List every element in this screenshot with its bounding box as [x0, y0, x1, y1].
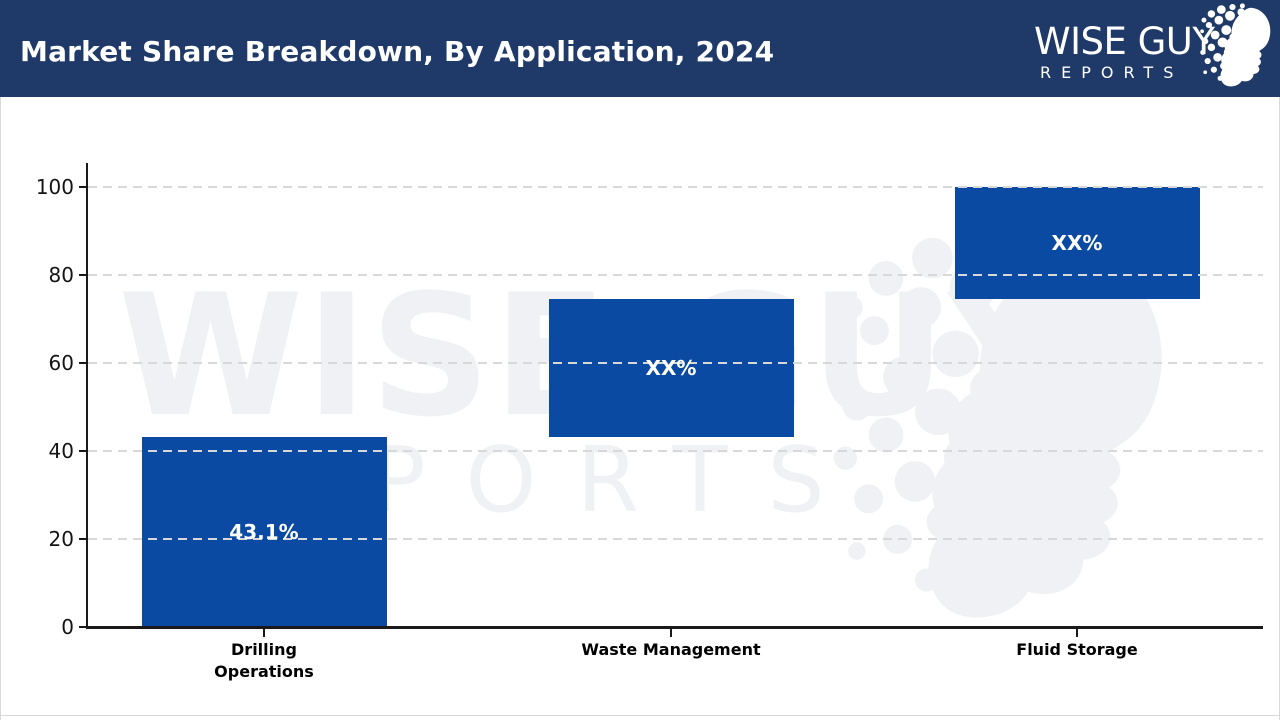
y-axis-tick [79, 186, 88, 188]
bar-1 [548, 298, 794, 438]
bar-0 [141, 437, 387, 627]
chart-title: Market Share Breakdown, By Application, … [20, 35, 775, 68]
gridline-100 [88, 186, 1263, 188]
category-label: Drilling Operations [214, 640, 314, 681]
x-axis-tick [670, 628, 672, 637]
x-axis-tick [1076, 628, 1078, 637]
y-axis-tick-label: 100 [35, 175, 74, 199]
category-label: Fluid Storage [1016, 640, 1138, 659]
gridline-20 [88, 538, 1263, 540]
y-axis-line [86, 163, 88, 629]
gridline-40 [88, 450, 1263, 452]
y-axis-tick [79, 362, 88, 364]
bar-value-label: 43.1% [229, 520, 299, 545]
y-axis-tick-label: 80 [48, 263, 74, 287]
bar-value-label: XX% [645, 356, 697, 381]
logo-wordmark-text: WISE GUY [1034, 20, 1215, 63]
header-banner: Market Share Breakdown, By Application, … [0, 0, 1280, 97]
gridline-60 [88, 362, 1263, 364]
x-axis-line [86, 626, 1263, 629]
y-axis-tick [79, 538, 88, 540]
y-axis-tick [79, 626, 88, 628]
y-axis-tick-label: 60 [48, 351, 74, 375]
y-axis-tick-label: 0 [61, 615, 74, 639]
gridline-80 [88, 274, 1263, 276]
logo-subtext-text: REPORTS [1040, 63, 1183, 82]
bar-value-label: XX% [1051, 231, 1103, 256]
y-axis-tick [79, 450, 88, 452]
y-axis-tick [79, 274, 88, 276]
x-axis-tick [263, 628, 265, 637]
y-axis-tick-label: 20 [48, 527, 74, 551]
bar-2 [954, 187, 1200, 300]
wise-guy-reports-logo: WISE GUY REPORTS [1034, 3, 1271, 87]
y-axis-tick-label: 40 [48, 439, 74, 463]
category-label: Waste Management [581, 640, 761, 659]
